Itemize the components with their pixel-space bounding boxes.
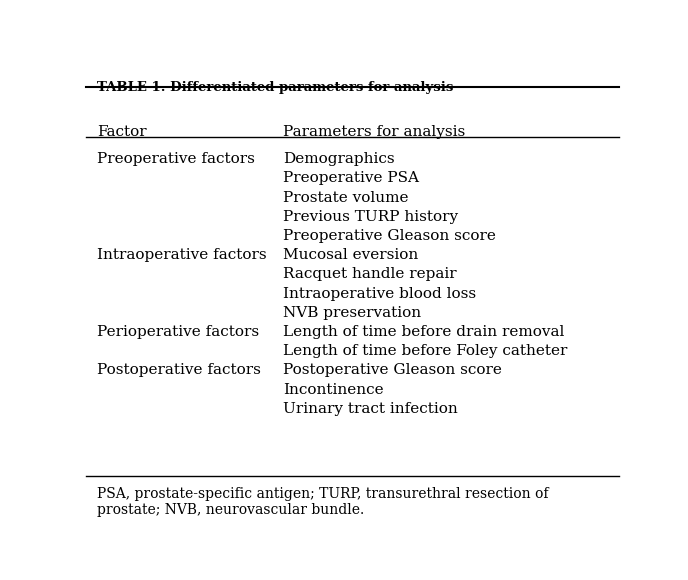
Text: Postoperative factors: Postoperative factors — [96, 364, 261, 378]
Text: Intraoperative factors: Intraoperative factors — [96, 248, 266, 262]
Text: Factor: Factor — [96, 125, 147, 139]
Text: Previous TURP history: Previous TURP history — [283, 210, 458, 224]
Text: Parameters for analysis: Parameters for analysis — [283, 125, 466, 139]
Text: TABLE 1. Differentiated parameters for analysis: TABLE 1. Differentiated parameters for a… — [96, 81, 453, 94]
Text: Racquet handle repair: Racquet handle repair — [283, 267, 457, 281]
Text: Mucosal eversion: Mucosal eversion — [283, 248, 418, 262]
Text: Incontinence: Incontinence — [283, 383, 384, 397]
Text: Postoperative Gleason score: Postoperative Gleason score — [283, 364, 502, 378]
Text: Length of time before Foley catheter: Length of time before Foley catheter — [283, 345, 568, 358]
Text: Intraoperative blood loss: Intraoperative blood loss — [283, 287, 476, 300]
Text: Preoperative factors: Preoperative factors — [96, 152, 255, 166]
Text: Urinary tract infection: Urinary tract infection — [283, 402, 458, 416]
Text: PSA, prostate-specific antigen; TURP, transurethral resection of
prostate; NVB, : PSA, prostate-specific antigen; TURP, tr… — [96, 487, 548, 517]
Text: Perioperative factors: Perioperative factors — [96, 325, 259, 339]
Text: NVB preservation: NVB preservation — [283, 306, 422, 320]
Text: Demographics: Demographics — [283, 152, 395, 166]
Text: Preoperative Gleason score: Preoperative Gleason score — [283, 229, 496, 243]
Text: Preoperative PSA: Preoperative PSA — [283, 172, 419, 186]
Text: Length of time before drain removal: Length of time before drain removal — [283, 325, 565, 339]
Text: Prostate volume: Prostate volume — [283, 191, 409, 205]
